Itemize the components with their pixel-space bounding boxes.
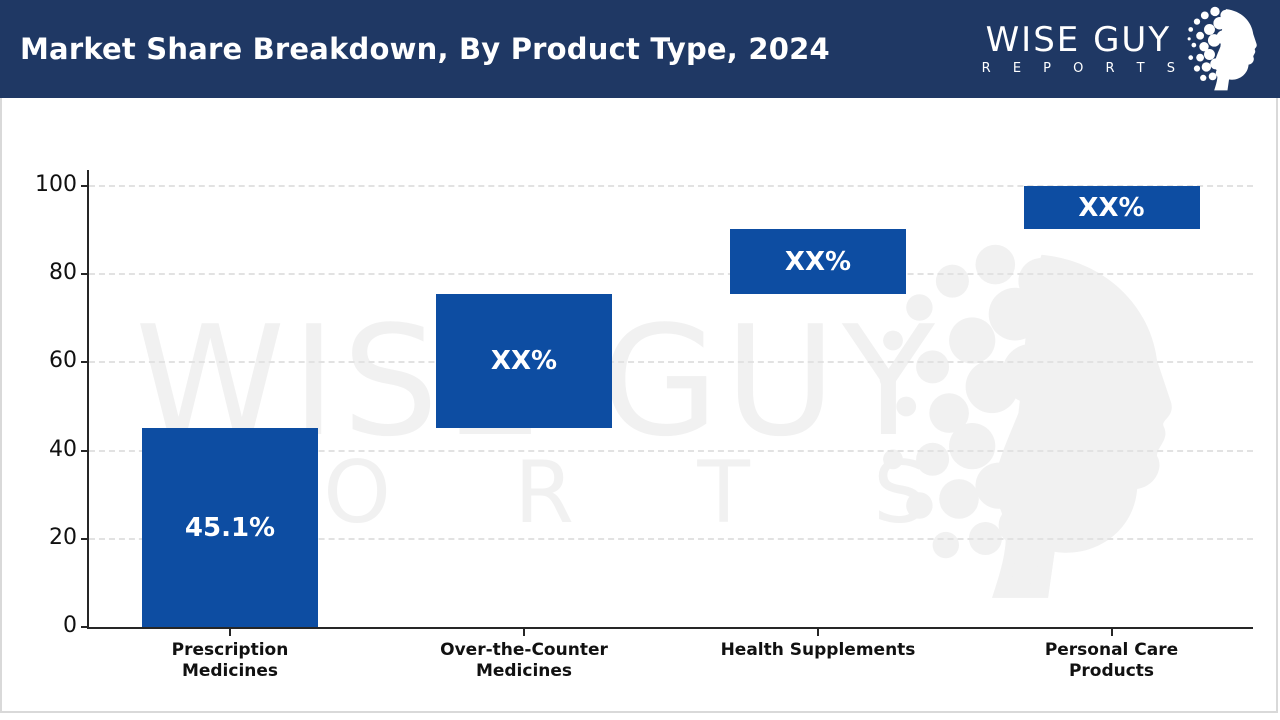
gridline-40: [89, 449, 1253, 452]
x-tick-3: [817, 629, 819, 636]
logo-wordmark: WISE GUY: [985, 19, 1172, 60]
y-tick-20: [81, 537, 89, 540]
bar-value-label: XX%: [784, 246, 852, 277]
watermark-head-icon: [879, 244, 1172, 598]
category-label-2: Over-the-Counter Medicines: [440, 640, 608, 682]
category-label-1: Prescription Medicines: [171, 640, 289, 682]
gridline-100: [89, 185, 1253, 187]
logo-text: WISE GUY R E P O R T S: [973, 23, 1184, 76]
category-label-3: Health Supplements: [720, 640, 916, 660]
y-tick-100: [81, 185, 89, 187]
y-tick-40: [81, 449, 89, 452]
plot-region: 0 20 40 60 80 100 45.1% Prescription Medicines X…: [0, 98, 1280, 720]
bar-2: XX%: [436, 294, 612, 429]
bar-value-label: XX%: [1078, 192, 1145, 223]
y-tick-80: [81, 273, 89, 276]
head-icon: [1187, 6, 1257, 91]
y-tick-label-40: 40: [49, 436, 77, 462]
chart-area: WISE GUY P O R T S 0 20 40 60 80 100 45.1% Pres…: [0, 98, 1280, 720]
y-tick-label-20: 20: [49, 524, 77, 550]
wise-guy-logo: WISE GUY R E P O R T S: [973, 6, 1266, 92]
bar-3: XX%: [730, 229, 906, 295]
header-band: Market Share Breakdown, By Product Type,…: [0, 0, 1280, 98]
y-tick-label-0: 0: [63, 613, 77, 638]
x-tick-1: [229, 629, 231, 636]
y-tick-0: [81, 626, 89, 628]
bar-value-label: XX%: [490, 346, 558, 377]
y-tick-label-100: 100: [35, 172, 77, 197]
x-axis-line: [89, 627, 1253, 629]
gridline-20: [89, 537, 1253, 540]
y-tick-60: [81, 361, 89, 364]
gridline-80: [89, 273, 1253, 276]
y-tick-label-80: 80: [49, 260, 77, 286]
x-tick-4: [1110, 629, 1113, 636]
gridline-60: [89, 361, 1253, 364]
x-tick-2: [523, 629, 525, 636]
page-title: Market Share Breakdown, By Product Type,…: [20, 32, 830, 66]
y-axis-line: [87, 170, 89, 629]
category-label-4: Personal Care Products: [1044, 640, 1179, 682]
bar-value-label: 45.1%: [184, 512, 276, 543]
bar-4: XX%: [1023, 186, 1200, 230]
y-tick-label-60: 60: [49, 348, 77, 374]
logo-subtitle: R E P O R T S: [981, 60, 1184, 76]
bar-1: 45.1%: [142, 428, 318, 627]
